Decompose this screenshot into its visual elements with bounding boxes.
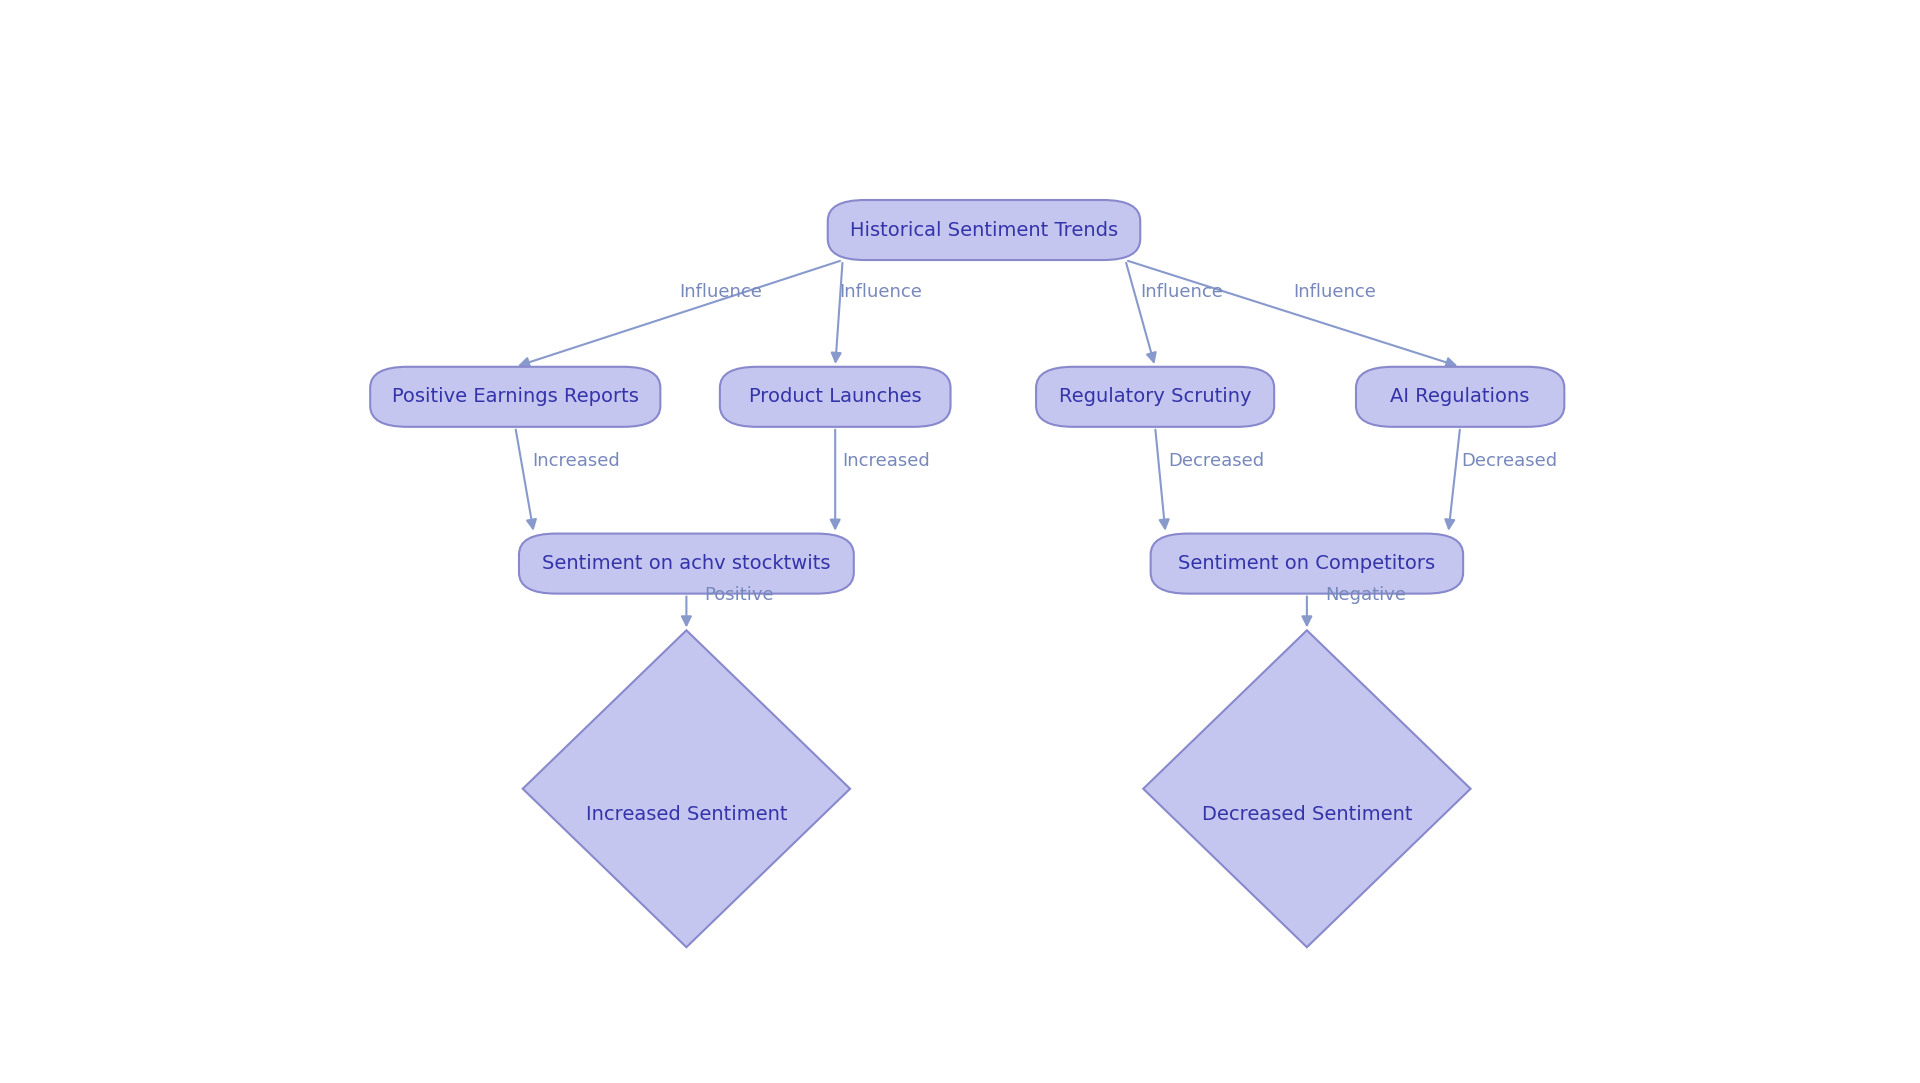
Text: Product Launches: Product Launches [749,388,922,406]
Text: Influence: Influence [1292,283,1375,301]
Text: AI Regulations: AI Regulations [1390,388,1530,406]
Text: Increased: Increased [532,453,620,470]
Text: Historical Sentiment Trends: Historical Sentiment Trends [851,221,1117,239]
FancyBboxPatch shape [1150,534,1463,593]
Text: Regulatory Scrutiny: Regulatory Scrutiny [1058,388,1252,406]
Text: Influence: Influence [680,283,762,301]
Polygon shape [1142,630,1471,948]
Text: Decreased: Decreased [1461,453,1557,470]
Text: Increased: Increased [843,453,931,470]
FancyBboxPatch shape [828,200,1140,260]
Text: Decreased: Decreased [1167,453,1263,470]
Text: Influence: Influence [1140,283,1223,301]
Text: Decreased Sentiment: Decreased Sentiment [1202,805,1411,823]
FancyBboxPatch shape [720,367,950,427]
Text: Influence: Influence [839,283,922,301]
Text: Positive Earnings Reports: Positive Earnings Reports [392,388,639,406]
FancyBboxPatch shape [1037,367,1275,427]
Text: Sentiment on Competitors: Sentiment on Competitors [1179,554,1436,573]
Text: Positive: Positive [705,586,774,603]
Text: Negative: Negative [1325,586,1405,603]
Text: Sentiment on achv stocktwits: Sentiment on achv stocktwits [541,554,831,573]
FancyBboxPatch shape [1356,367,1565,427]
FancyBboxPatch shape [518,534,854,593]
FancyBboxPatch shape [371,367,660,427]
Polygon shape [522,630,851,948]
Text: Increased Sentiment: Increased Sentiment [586,805,787,823]
